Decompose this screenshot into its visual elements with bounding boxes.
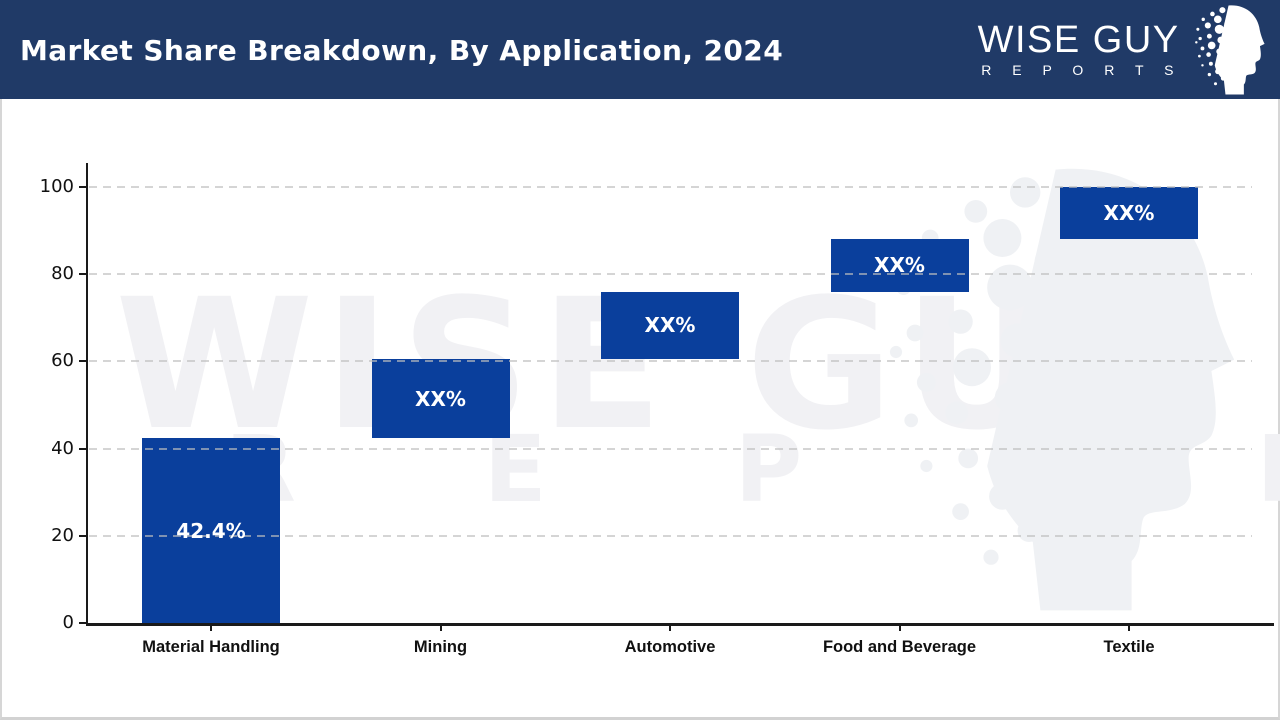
y-tick-label-0: 0 bbox=[62, 612, 74, 633]
x-tick-mark-1 bbox=[439, 624, 442, 631]
gridline-100 bbox=[89, 186, 1252, 188]
x-tick-mark-2 bbox=[669, 624, 671, 631]
y-tick-label-60: 60 bbox=[51, 350, 74, 372]
x-tick-mark-4 bbox=[1128, 624, 1130, 631]
bar-textile bbox=[1060, 187, 1198, 240]
x-tick-mark-3 bbox=[898, 624, 901, 631]
y-tick-mark-0 bbox=[79, 622, 88, 624]
y-tick-mark-40 bbox=[79, 447, 88, 450]
page-title: Market Share Breakdown, By Application, … bbox=[20, 34, 784, 67]
bar-value-label: XX% bbox=[415, 386, 466, 411]
header-bar: Market Share Breakdown, By Application, … bbox=[0, 0, 1280, 99]
y-tick-label-80: 80 bbox=[51, 263, 74, 285]
gridline-80 bbox=[89, 273, 1252, 276]
category-label-automotive: Automotive bbox=[624, 638, 716, 656]
category-label-food-and-beverage: Food and Beverage bbox=[822, 638, 977, 656]
category-label-material-handling: Material Handling bbox=[142, 638, 280, 656]
y-tick-label-20: 20 bbox=[51, 524, 74, 546]
category-label-textile: Textile bbox=[1103, 638, 1155, 656]
category-label-mining: Mining bbox=[413, 638, 468, 656]
bar-mining bbox=[371, 359, 510, 439]
gridline-20 bbox=[89, 534, 1252, 537]
wiseguy-logo: WISE GUY R E P O R T S bbox=[975, 4, 1266, 96]
bar-value-label: XX% bbox=[874, 253, 925, 278]
y-axis-line bbox=[86, 163, 88, 623]
gridline-60 bbox=[89, 360, 1252, 363]
x-axis-line bbox=[86, 623, 1274, 626]
logo-brand-subtitle: R E P O R T S bbox=[981, 62, 1182, 78]
logo-brand-name: WISE GUY bbox=[977, 19, 1180, 61]
y-tick-mark-80 bbox=[79, 273, 88, 276]
bar-material-handling bbox=[142, 438, 280, 623]
bar-food-and-beverage bbox=[830, 239, 969, 292]
x-tick-mark-0 bbox=[210, 624, 212, 631]
bar-value-label: XX% bbox=[644, 313, 696, 338]
y-tick-label-40: 40 bbox=[51, 437, 74, 459]
logo-wordmark: WISE GUY R E P O R T S bbox=[975, 21, 1182, 78]
bar-value-label: XX% bbox=[1103, 201, 1155, 226]
bar-value-label: 42.4% bbox=[176, 518, 246, 543]
y-tick-mark-20 bbox=[79, 534, 88, 537]
y-tick-label-100: 100 bbox=[39, 176, 74, 197]
y-tick-mark-100 bbox=[79, 186, 88, 188]
bar-automotive bbox=[601, 291, 739, 360]
gridline-40 bbox=[89, 447, 1252, 450]
y-tick-mark-60 bbox=[79, 360, 88, 363]
